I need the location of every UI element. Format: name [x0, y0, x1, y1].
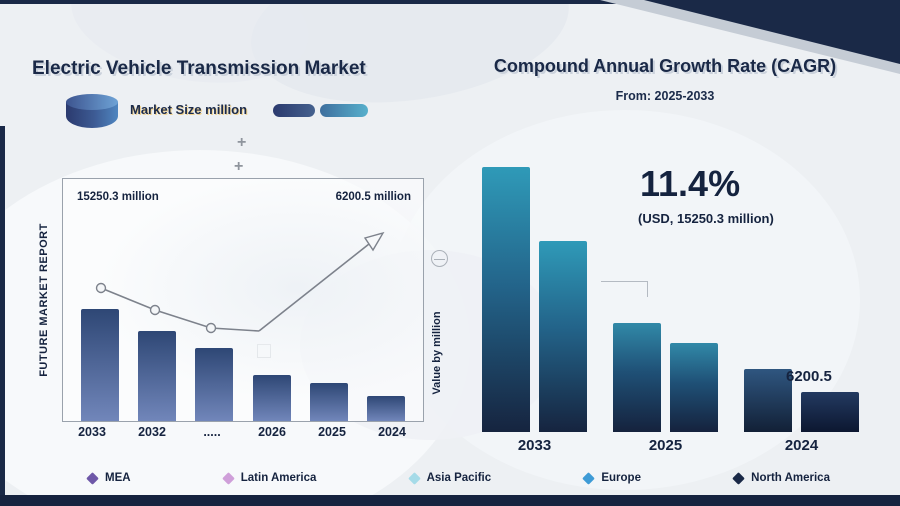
legend-item-north-america: North America [732, 471, 830, 485]
x-label-2033: 2033 [78, 425, 106, 439]
cagr-bar-2024-series-2 [801, 392, 859, 432]
background-blob [61, 0, 319, 100]
plus-decoration-icon: + [234, 158, 244, 175]
right-chart-title: Compound Annual Growth Rate (CAGR) [493, 56, 837, 76]
legend-label: Latin America [240, 472, 317, 484]
x-label-2024: 2024 [378, 425, 406, 439]
legend-label: North America [751, 472, 830, 484]
legend-diamond-icon [582, 471, 596, 485]
x-label-2032: 2032 [138, 425, 166, 439]
cagr-chart: 2033 2025 2024 [482, 167, 859, 454]
pill-icon [273, 104, 315, 117]
x-label-2026: 2026 [258, 425, 286, 439]
cagr-bar-2033-series-2 [539, 241, 587, 432]
value-callout: 6200.5 [786, 368, 832, 385]
legend-item-latin-america: Latin America [221, 471, 317, 485]
circle-minus-icon [431, 250, 448, 267]
annotation-end-value: 6200.5 million [335, 191, 411, 203]
plus-decoration-icon: + [237, 134, 247, 151]
market-size-chart: 15250.3 million 6200.5 million [62, 178, 424, 422]
cagr-caption: (USD, 15250.3 million) [638, 211, 774, 226]
cylinder-icon [66, 94, 118, 128]
legend-diamond-icon [221, 471, 235, 485]
cagr-bar-2025-series-2 [670, 343, 718, 432]
scale-pills-icon [273, 104, 368, 117]
market-size-label: Market Size million [130, 102, 248, 117]
market-bar-..... [195, 348, 234, 421]
market-x-axis: 2033 2032..... 2026 2025 2024 [62, 425, 422, 439]
cagr-label-2024: 2024 [784, 437, 819, 454]
cagr-group-2033: 2033 [482, 167, 587, 454]
legend-label: Europe [601, 472, 641, 484]
legend-label: Asia Pacific [426, 472, 492, 484]
decorative-step-line [601, 281, 648, 297]
legend-diamond-icon [407, 471, 421, 485]
market-bar-2026 [252, 375, 291, 421]
market-bar-2032 [137, 331, 176, 421]
cagr-bar-2025-series-1 [613, 323, 661, 432]
cagr-bar-2033-series-1 [482, 167, 530, 432]
bottom-border-bar [0, 495, 900, 506]
left-chart-ylabel: FUTURE MARKET REPORT [38, 223, 50, 377]
right-chart-subtitle: From: 2025-2033 [615, 89, 715, 103]
market-bar-2025 [309, 383, 348, 421]
top-border-bar [0, 0, 900, 4]
cagr-bars-2033 [482, 167, 587, 432]
cagr-bars-2025 [613, 323, 718, 432]
legend-item-mea: MEA [86, 471, 131, 485]
market-bars [71, 309, 415, 421]
cagr-label-2025: 2025 [648, 437, 683, 454]
region-legend: MEA Latin America Asia Pacific Europe North … [86, 471, 830, 485]
cagr-bar-2024-series-1 [744, 369, 792, 432]
legend-item-asia-pacific: Asia Pacific [407, 471, 492, 485]
pill-icon [320, 104, 368, 117]
cagr-group-2025: 2025 [613, 323, 718, 454]
legend-diamond-icon [86, 471, 99, 485]
market-bar-2024 [367, 396, 406, 421]
legend-item-europe: Europe [582, 471, 641, 485]
x-label-2025: 2025 [318, 425, 346, 439]
cagr-label-2033: 2033 [517, 437, 552, 454]
cagr-group-2024: 2024 [744, 369, 859, 454]
market-bar-2033 [80, 309, 119, 421]
x-label-.....: ..... [203, 425, 221, 439]
legend-label: MEA [105, 472, 131, 484]
left-border-bar [0, 126, 5, 506]
annotation-start-value: 15250.3 million [77, 191, 159, 203]
cagr-bars-2024 [744, 369, 859, 432]
legend-diamond-icon [732, 471, 746, 485]
right-chart-ylabel: Value by million [431, 311, 443, 395]
cagr-value: 11.4% [640, 163, 741, 204]
left-chart-title: Electric Vehicle Transmission Market [32, 58, 366, 79]
right-chart-header: Compound Annual Growth Rate (CAGR) From:… [450, 56, 880, 103]
